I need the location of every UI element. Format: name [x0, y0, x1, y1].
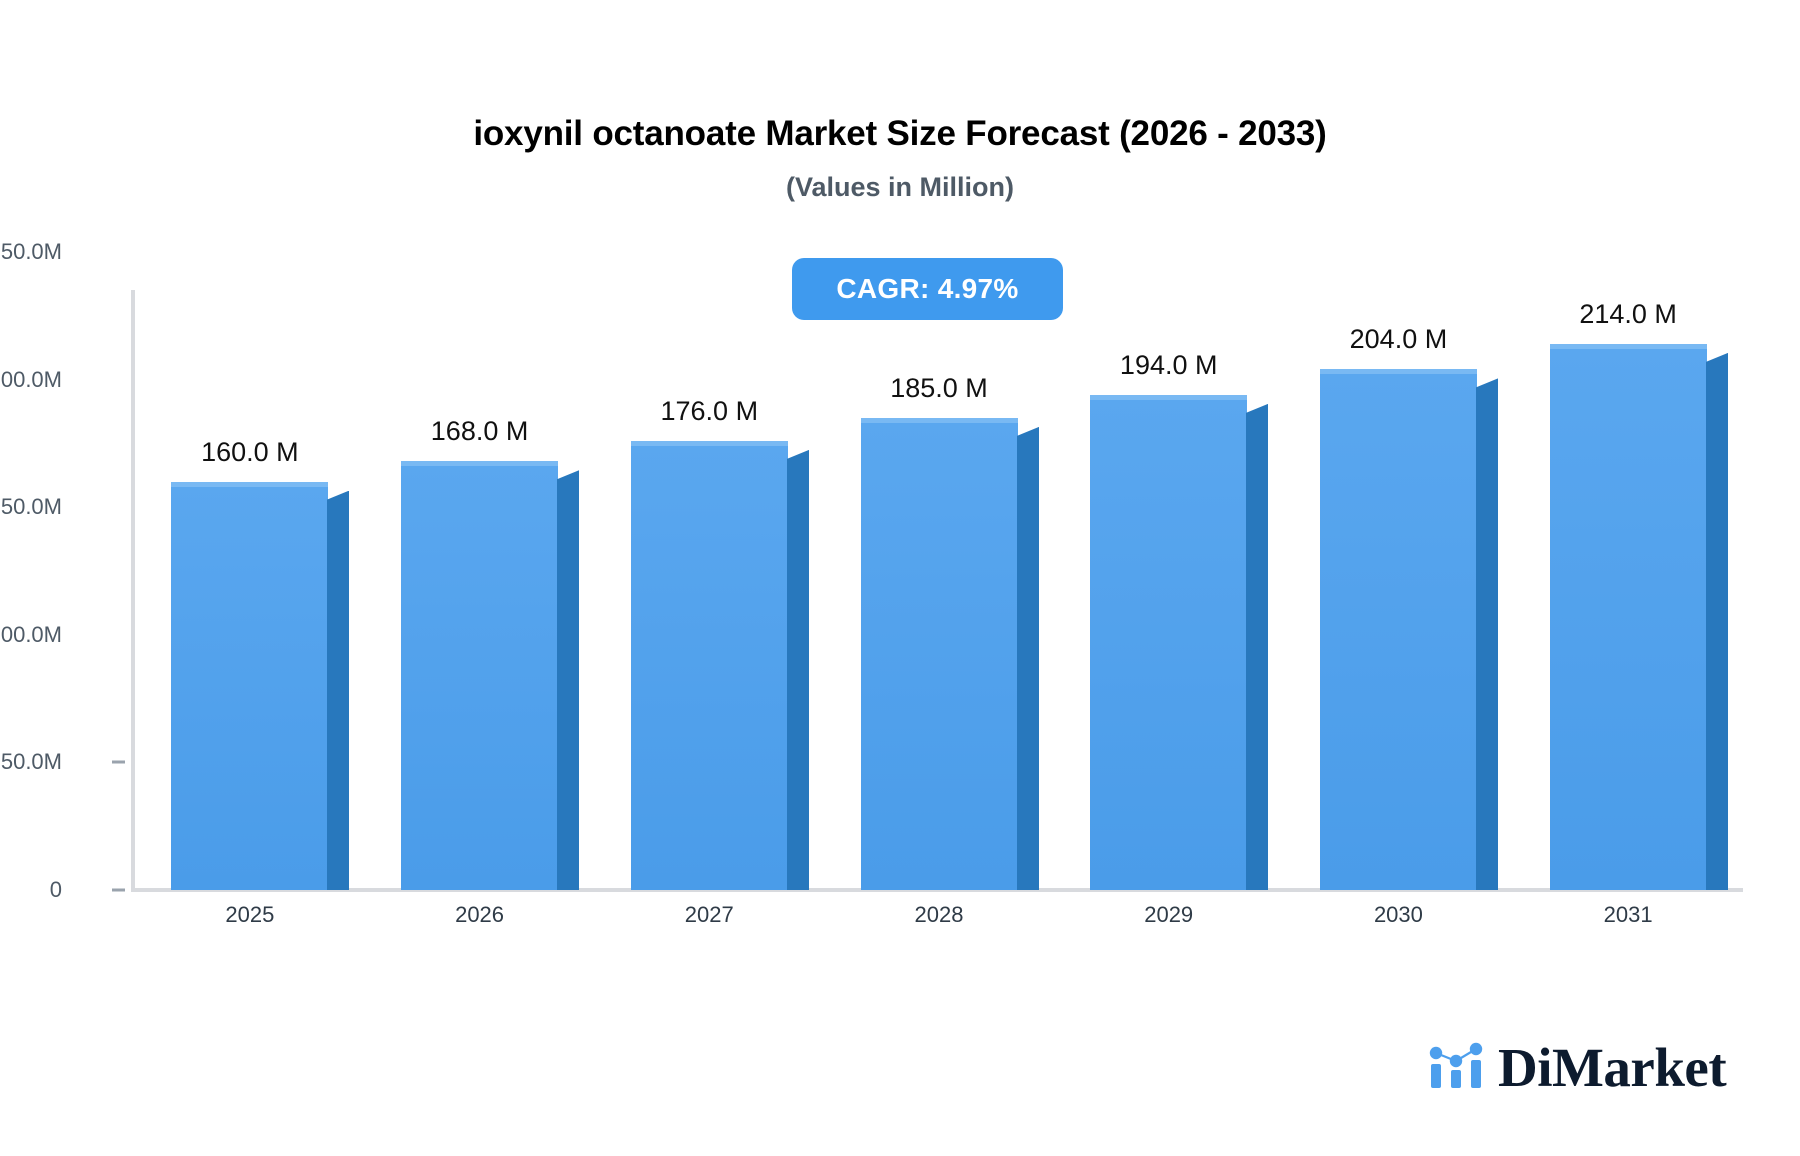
y-axis-tick-mark [112, 760, 125, 764]
bar-side-face [1476, 378, 1498, 890]
y-axis-tick-mark [112, 888, 125, 892]
bar-front-face [401, 461, 558, 890]
bar-front-face [1090, 394, 1247, 890]
bar[interactable] [1320, 369, 1498, 890]
bar-top-bevel [401, 461, 558, 467]
x-axis-tick-label: 2025 [225, 902, 275, 927]
dimarket-logo: DiMarket [1428, 1037, 1727, 1098]
page-subtitle: (Values in Million) [785, 172, 1015, 202]
bar[interactable] [401, 461, 579, 890]
bar-chart-icon [1428, 1040, 1484, 1095]
bar-top-bevel [1090, 394, 1247, 400]
x-axis-tick-label: 2030 [1373, 902, 1423, 927]
bar-value-label: 160.0 M [201, 436, 299, 467]
bar-top-bevel [861, 417, 1018, 423]
cagr-badge-label: CAGR: 4.97% [836, 273, 1019, 304]
bar-value-label: 214.0 M [1579, 298, 1677, 329]
cagr-badge: CAGR: 4.97% [792, 258, 1063, 320]
bar-value-label: 168.0 M [430, 416, 529, 447]
y-axis-line [131, 290, 135, 890]
y-axis-tick-label: 50.0M [0, 749, 62, 775]
bar-top-bevel [631, 440, 788, 446]
x-axis-tick-label: 2029 [1144, 902, 1194, 927]
bar-side-face [327, 490, 349, 890]
y-axis-tick-label: 200.0M [0, 366, 62, 392]
bar-value-label: 204.0 M [1349, 324, 1448, 355]
bar[interactable] [631, 440, 809, 890]
x-axis-tick-label: 2028 [914, 902, 964, 927]
bar-top-bevel [1320, 369, 1477, 375]
x-axis-line [131, 888, 1743, 892]
y-axis-tick-label: 250.0M [0, 239, 62, 264]
bar[interactable] [1550, 343, 1728, 890]
y-axis-tick-label: 150.0M [0, 494, 62, 520]
y-axis-tick-label: 100.0M [0, 621, 62, 647]
x-axis-tick-label: 2027 [684, 902, 734, 927]
bar-side-face [1017, 426, 1039, 890]
bar-side-face [787, 449, 809, 890]
y-axis-tick-label: 0 [49, 877, 62, 902]
bar-side-face [1246, 403, 1268, 890]
bar-front-face [1320, 369, 1477, 890]
bar-front-face [1550, 343, 1707, 890]
x-axis-tick-label: 2031 [1603, 902, 1653, 927]
x-axis-tick-label: 2026 [455, 902, 505, 927]
bar-value-label: 176.0 M [660, 395, 759, 426]
bar-top-bevel [171, 481, 328, 487]
bar-top-bevel [1550, 343, 1707, 349]
bar-value-label: 194.0 M [1119, 349, 1218, 380]
bar-side-face [1706, 352, 1728, 890]
page-title: ioxynil octanoate Market Size Forecast (… [473, 114, 1327, 153]
bar[interactable] [171, 481, 349, 890]
bar-front-face [171, 481, 328, 890]
bar[interactable] [1090, 394, 1268, 890]
bar-side-face [557, 470, 579, 890]
logo-text: DiMarket [1498, 1037, 1727, 1098]
bar-value-label: 185.0 M [890, 372, 988, 403]
bar[interactable] [861, 417, 1039, 890]
bar-front-face [861, 417, 1018, 890]
bar-front-face [631, 440, 788, 890]
